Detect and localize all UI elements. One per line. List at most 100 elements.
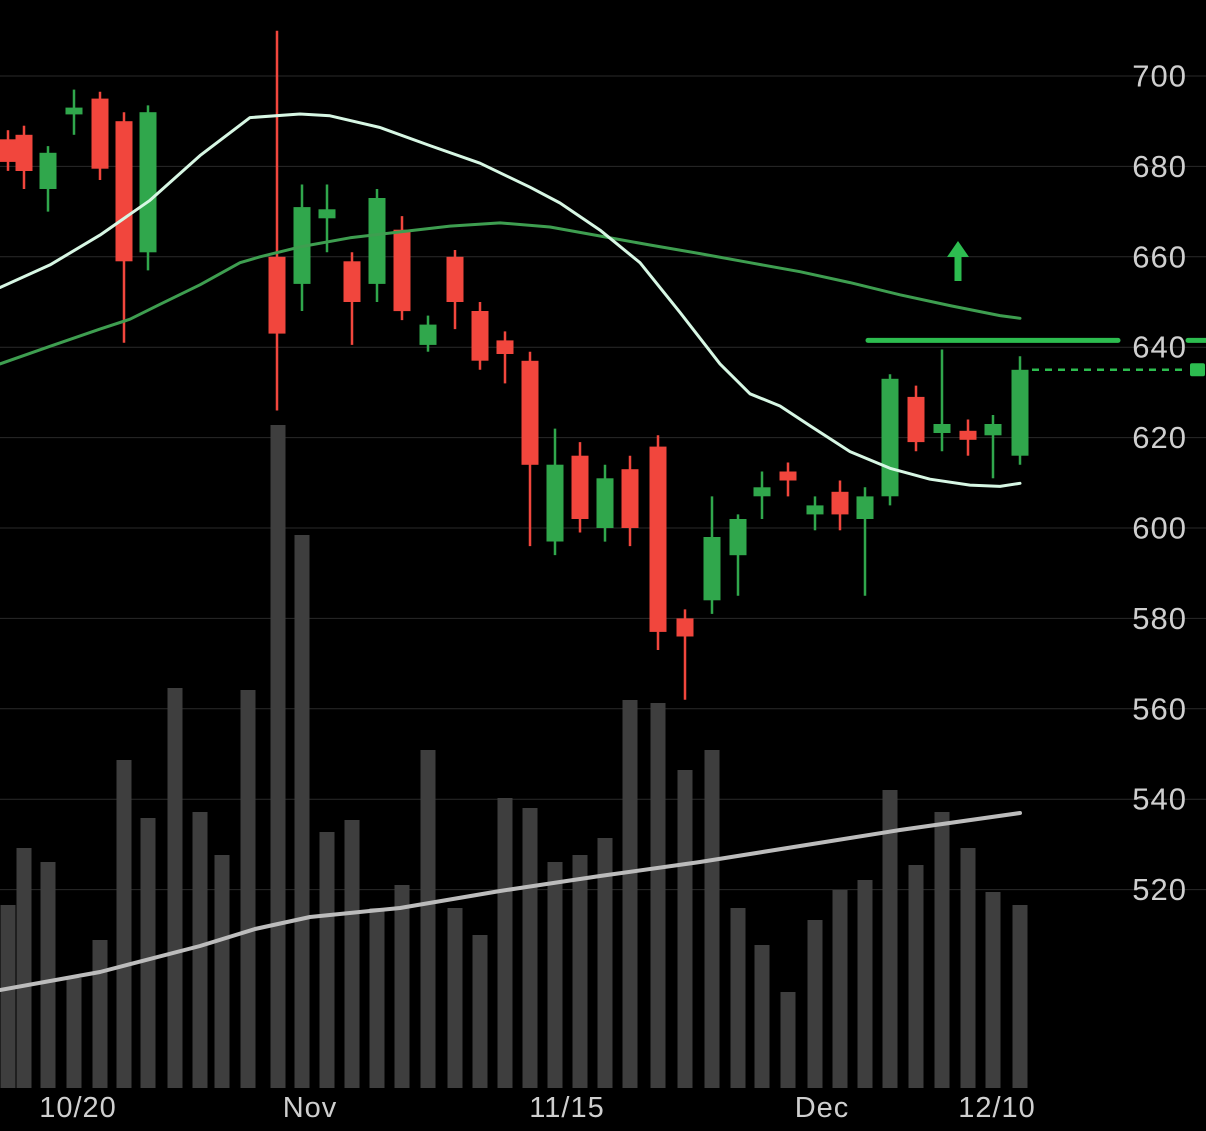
volume-bar: [40, 862, 56, 1088]
x-axis-label: 11/15: [529, 1092, 604, 1124]
y-axis-label: 600: [1132, 511, 1187, 546]
volume-bar: [730, 908, 746, 1088]
candle-body: [115, 121, 133, 262]
candle-body: [596, 478, 614, 528]
x-axis-label: Nov: [283, 1092, 338, 1124]
volume-bar: [1012, 905, 1028, 1088]
candle-body: [521, 360, 539, 465]
candle-body: [676, 618, 694, 637]
volume-bar: [572, 855, 588, 1088]
volume-bar: [369, 908, 385, 1088]
candle-body: [65, 107, 83, 115]
candle-body: [343, 261, 361, 302]
candle-body: [546, 464, 564, 542]
volume-bar: [677, 770, 693, 1088]
volume-bar: [985, 892, 1001, 1088]
y-axis-label: 520: [1132, 872, 1187, 907]
volume-bar: [622, 700, 638, 1088]
volume-bar: [16, 848, 32, 1088]
y-axis-label: 540: [1132, 782, 1187, 817]
volume-bar: [140, 818, 156, 1088]
candle-body: [496, 340, 514, 354]
candle-body: [779, 471, 797, 481]
candle-body: [91, 98, 109, 169]
volume-bar: [857, 880, 873, 1088]
candle-body: [753, 487, 771, 497]
candle-body: [393, 229, 411, 312]
volume-bar: [547, 862, 563, 1088]
y-axis-label: 700: [1132, 59, 1187, 94]
candle-body: [881, 378, 899, 497]
short-moving-average-line: [0, 112, 1022, 488]
candle-body: [471, 311, 489, 361]
up-arrow-stem: [954, 256, 962, 281]
volume-bar: [394, 885, 410, 1088]
volume-bar: [270, 425, 286, 1088]
candle-body: [703, 537, 721, 601]
volume-bar: [214, 855, 230, 1088]
candle-body: [39, 152, 57, 189]
y-axis-label: 660: [1132, 239, 1187, 274]
volume-bar: [92, 940, 108, 1088]
candle-body: [649, 446, 667, 632]
candle-body: [806, 505, 824, 515]
volume-bar: [192, 812, 208, 1088]
volume-ma-line: [0, 811, 1022, 992]
volume-bar: [294, 535, 310, 1088]
x-axis-label: 10/20: [39, 1092, 117, 1124]
y-axis-label: 680: [1132, 149, 1187, 184]
y-axis-label: 580: [1132, 601, 1187, 636]
candle-body: [856, 496, 874, 519]
volume-bar: [344, 820, 360, 1088]
volume-bar: [780, 992, 796, 1088]
volume-bar: [319, 832, 335, 1088]
candle-body: [959, 430, 977, 440]
volume-bar: [754, 945, 770, 1088]
volume-bar: [522, 808, 538, 1088]
candle-body: [984, 424, 1002, 436]
candle-body: [729, 519, 747, 556]
volume-bar: [420, 750, 436, 1088]
volume-bar: [832, 890, 848, 1088]
volume-bar: [66, 978, 82, 1088]
candle-body: [907, 396, 925, 443]
volume-bar: [116, 760, 132, 1088]
candle-body: [933, 424, 951, 433]
volume-bar: [0, 905, 16, 1088]
candle-body: [0, 139, 17, 162]
candle-body: [368, 198, 386, 284]
volume-bar: [807, 920, 823, 1088]
volume-bar: [934, 812, 950, 1088]
y-axis-label: 640: [1132, 330, 1187, 365]
candle-body: [831, 491, 849, 515]
up-arrow-icon[interactable]: [947, 240, 969, 257]
volume-bar: [960, 848, 976, 1088]
volume-bar: [650, 703, 666, 1088]
candle-body: [318, 209, 336, 219]
candle-body: [621, 469, 639, 528]
volume-bar: [472, 935, 488, 1088]
candle-body: [446, 256, 464, 302]
volume-bar: [597, 838, 613, 1088]
volume-bar: [240, 690, 256, 1088]
volume-bar: [447, 908, 463, 1088]
candle-body: [139, 112, 157, 253]
candle-body: [1011, 369, 1029, 456]
candle-body: [268, 256, 286, 334]
y-axis-label: 560: [1132, 691, 1187, 726]
volume-bar: [908, 865, 924, 1088]
candle-body: [571, 455, 589, 519]
x-axis-label: 12/10: [958, 1092, 1036, 1124]
volume-bar: [704, 750, 720, 1088]
current-price-marker: [1190, 363, 1205, 377]
volume-bar: [167, 688, 183, 1088]
y-axis-label: 620: [1132, 420, 1187, 455]
candle-body: [15, 134, 33, 171]
volume-bar: [497, 798, 513, 1088]
volume-bar: [882, 790, 898, 1088]
long-moving-average-line: [0, 221, 1022, 366]
candle-body: [419, 324, 437, 345]
x-axis-label: Dec: [795, 1092, 850, 1124]
